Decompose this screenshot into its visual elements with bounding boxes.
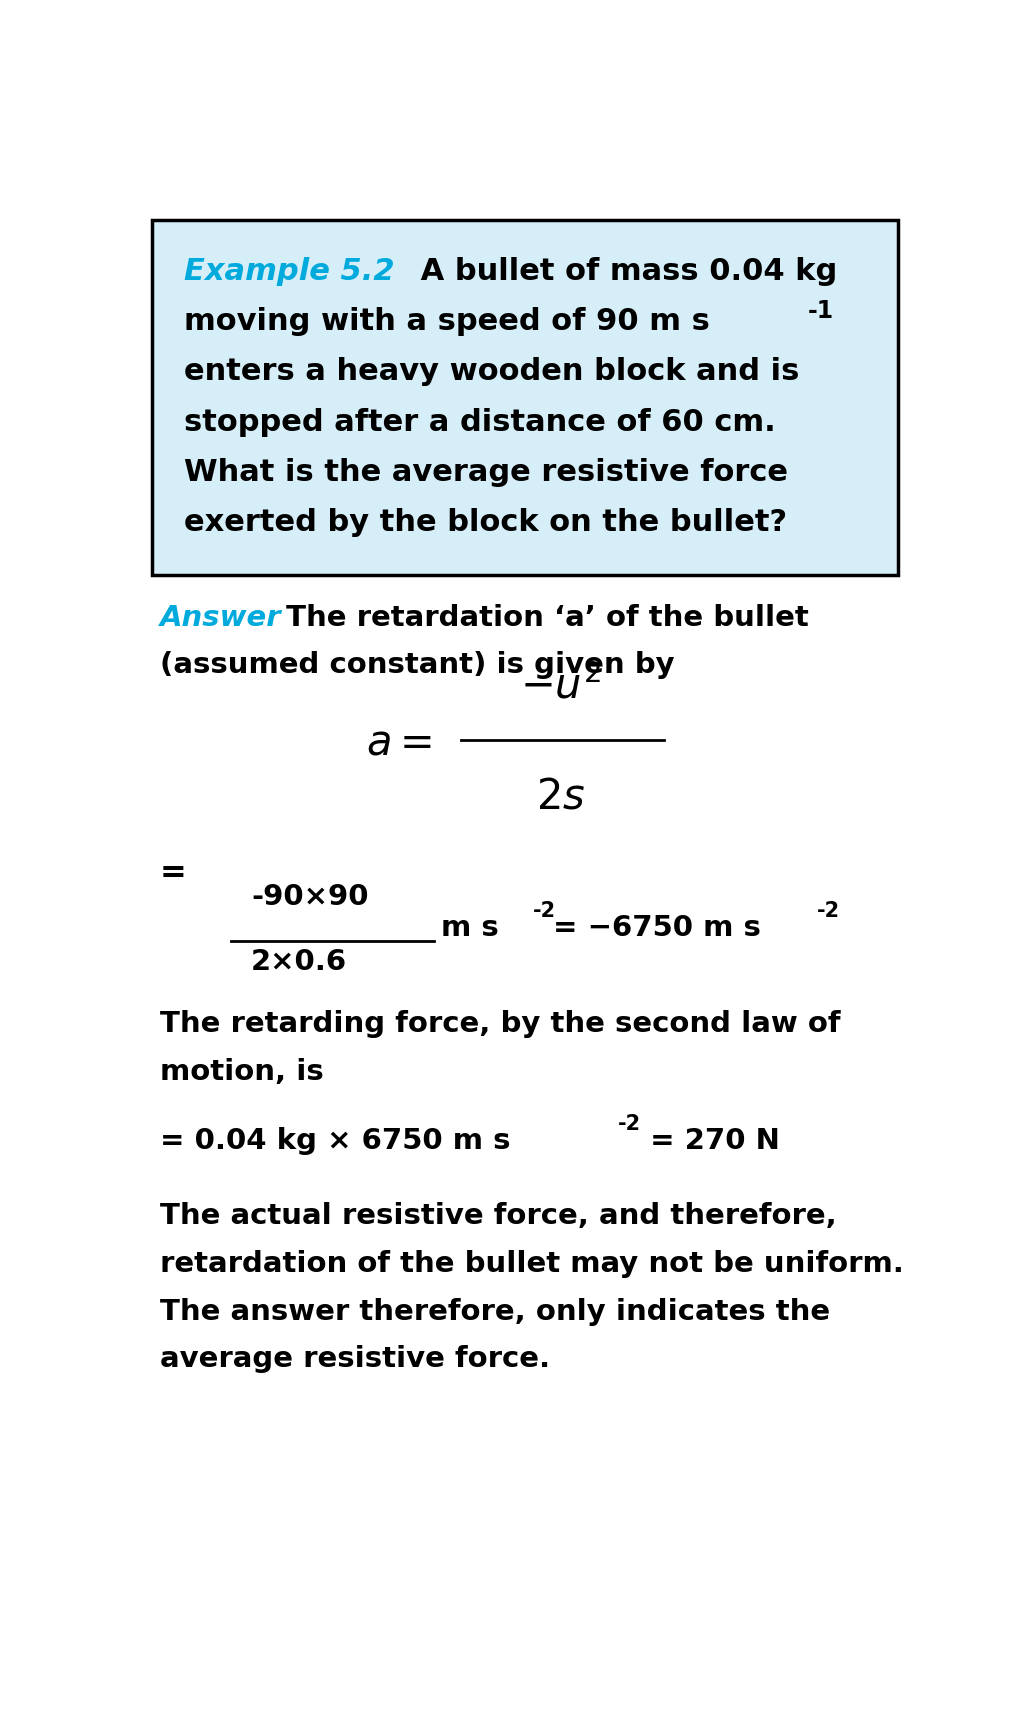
Text: enters a heavy wooden block and is: enters a heavy wooden block and is	[183, 358, 799, 387]
Text: -90×90: -90×90	[251, 882, 369, 912]
Text: = 0.04 kg × 6750 m s: = 0.04 kg × 6750 m s	[160, 1127, 510, 1154]
Text: stopped after a distance of 60 cm.: stopped after a distance of 60 cm.	[183, 408, 775, 437]
Text: retardation of the bullet may not be uniform.: retardation of the bullet may not be uni…	[160, 1250, 903, 1278]
Text: -2: -2	[617, 1113, 641, 1133]
Text: Answer: Answer	[160, 604, 282, 631]
Text: The answer therefore, only indicates the: The answer therefore, only indicates the	[160, 1297, 829, 1326]
Text: = 270 N: = 270 N	[640, 1127, 779, 1154]
Text: exerted by the block on the bullet?: exerted by the block on the bullet?	[183, 509, 786, 537]
Text: The actual resistive force, and therefore,: The actual resistive force, and therefor…	[160, 1202, 837, 1230]
Text: moving with a speed of 90 m s: moving with a speed of 90 m s	[183, 308, 710, 335]
Text: =: =	[160, 858, 186, 889]
Text: A bullet of mass 0.04 kg: A bullet of mass 0.04 kg	[410, 256, 837, 286]
Text: = −6750 m s: = −6750 m s	[553, 915, 761, 943]
Text: m s: m s	[441, 915, 500, 943]
Text: $a =$: $a =$	[367, 722, 432, 764]
Text: $-u^{2}$: $-u^{2}$	[520, 664, 601, 707]
Text: 2×0.6: 2×0.6	[251, 948, 347, 975]
Text: Example 5.2: Example 5.2	[183, 256, 394, 286]
Text: -2: -2	[817, 901, 840, 920]
Text: $2s$: $2s$	[536, 776, 585, 819]
Text: -1: -1	[807, 299, 834, 323]
Text: (assumed constant) is given by: (assumed constant) is given by	[160, 652, 675, 679]
Text: The retarding force, by the second law of: The retarding force, by the second law o…	[160, 1010, 841, 1039]
Text: average resistive force.: average resistive force.	[160, 1345, 550, 1373]
FancyBboxPatch shape	[152, 220, 898, 574]
Text: -2: -2	[532, 901, 556, 920]
Text: motion, is: motion, is	[160, 1058, 324, 1085]
Text: What is the average resistive force: What is the average resistive force	[183, 458, 787, 487]
Text: The retardation ‘a’ of the bullet: The retardation ‘a’ of the bullet	[275, 604, 808, 631]
